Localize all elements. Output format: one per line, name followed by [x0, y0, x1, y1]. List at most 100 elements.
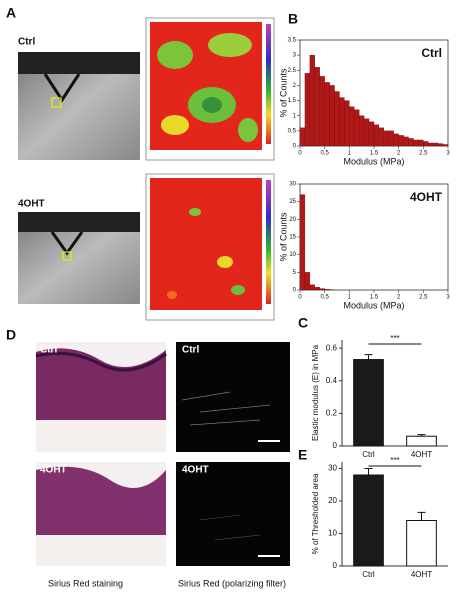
y-tick-label: 2	[293, 83, 297, 89]
x-tick-label: 0.5	[320, 295, 329, 301]
y-axis-label: % of Counts	[278, 68, 288, 118]
y-tick-label: 30	[328, 464, 337, 473]
y-tick-label: 0	[333, 441, 338, 450]
caption: Sirius Red staining	[48, 578, 123, 588]
histology-image	[36, 462, 166, 566]
y-tick-label: 5	[293, 270, 297, 276]
hist-bar	[413, 140, 418, 146]
y-tick-label: 1.5	[288, 98, 297, 104]
significance-label: ***	[390, 456, 399, 465]
caption: Sirius Red (polarizing filter)	[178, 578, 286, 588]
y-tick-label: 0.4	[326, 376, 338, 385]
image-label: Ctrl	[182, 345, 199, 356]
y-axis-label: Elastic modulus (E) in MPa	[311, 344, 320, 441]
x-tick-label: 0.5	[320, 151, 329, 157]
afm-photo	[18, 52, 140, 160]
x-tick-label: 0	[298, 295, 302, 301]
afm-photo	[18, 212, 140, 304]
x-axis-label: Modulus (MPa)	[343, 156, 404, 166]
x-tick-label: 3	[446, 295, 450, 301]
y-tick-label: 0.5	[288, 128, 297, 134]
x-axis-label: Modulus (MPa)	[343, 300, 404, 310]
heatmap	[146, 18, 274, 160]
panel-label: B	[288, 11, 298, 27]
y-tick-label: 10	[328, 529, 337, 538]
panel-label: E	[298, 447, 307, 463]
heatmap	[146, 174, 274, 320]
y-tick-label: 3.5	[288, 38, 297, 44]
image-label: Ctrl	[18, 37, 35, 48]
y-tick-label: 10	[289, 252, 296, 258]
hist-bar	[399, 135, 404, 146]
bar	[354, 360, 384, 446]
hist-bar	[300, 195, 305, 290]
hist-bar	[359, 116, 364, 146]
y-tick-label: 20	[289, 217, 296, 223]
x-tick-label: 2.5	[419, 295, 428, 301]
hist-bar	[418, 140, 423, 146]
image-label: 4OHT	[18, 199, 45, 210]
x-tick-label: 4OHT	[411, 570, 432, 579]
error-bar	[365, 469, 373, 476]
y-tick-label: 0	[293, 144, 297, 150]
hist-bar	[409, 138, 414, 146]
image-label: 4OHT	[182, 465, 209, 476]
hist-bar	[325, 82, 330, 146]
hist-bar	[404, 137, 409, 146]
polarized-image	[176, 462, 290, 566]
y-tick-label: 30	[289, 182, 296, 188]
hist-bar	[428, 143, 433, 146]
error-bar	[365, 355, 373, 360]
hist-bar	[339, 98, 344, 146]
panel-label: A	[6, 5, 16, 21]
hist-bar	[310, 55, 315, 146]
hist-bar	[354, 110, 359, 146]
panel-label: D	[6, 327, 16, 343]
y-tick-label: 1	[293, 113, 297, 119]
y-tick-label: 0.6	[326, 343, 338, 352]
x-tick-label: 4OHT	[411, 450, 432, 459]
hist-bar	[364, 119, 369, 146]
hist-bar	[369, 122, 374, 146]
hist-bar	[394, 134, 399, 146]
hist-bar	[433, 143, 438, 146]
x-tick-label: Ctrl	[362, 450, 375, 459]
bar	[407, 436, 437, 446]
y-tick-label: 0	[333, 561, 338, 570]
x-tick-label: 2.5	[419, 151, 428, 157]
hist-bar	[443, 144, 448, 146]
hist-bar	[349, 107, 354, 146]
image-label: Ctrl	[40, 345, 57, 356]
hist-bar	[344, 101, 349, 146]
hist-bar	[438, 144, 443, 146]
bar	[354, 475, 384, 566]
hist-bar	[315, 287, 320, 290]
hist-bar	[423, 141, 428, 146]
significance-label: ***	[390, 334, 399, 343]
hist-bar	[305, 272, 310, 290]
hist-bar	[320, 289, 325, 290]
x-tick-label: 3	[446, 151, 450, 157]
y-tick-label: 25	[289, 199, 296, 205]
hist-bar	[384, 131, 389, 146]
chart-label: Ctrl	[421, 46, 442, 60]
hist-bar	[315, 67, 320, 146]
polarized-image	[176, 342, 290, 452]
y-tick-label: 15	[289, 235, 296, 241]
x-tick-label: Ctrl	[362, 570, 375, 579]
hist-bar	[389, 131, 394, 146]
hist-bar	[320, 76, 325, 146]
hist-bar	[335, 91, 340, 146]
error-bar	[418, 512, 426, 520]
y-axis-label: % of Counts	[278, 212, 288, 262]
hist-bar	[310, 285, 315, 290]
y-axis-label: % of Thresholded area	[311, 473, 320, 554]
y-tick-label: 20	[328, 496, 337, 505]
x-tick-label: 0	[298, 151, 302, 157]
hist-bar	[305, 73, 310, 146]
hist-bar	[330, 85, 335, 146]
image-label: 4OHT	[40, 465, 67, 476]
hist-bar	[379, 128, 384, 146]
